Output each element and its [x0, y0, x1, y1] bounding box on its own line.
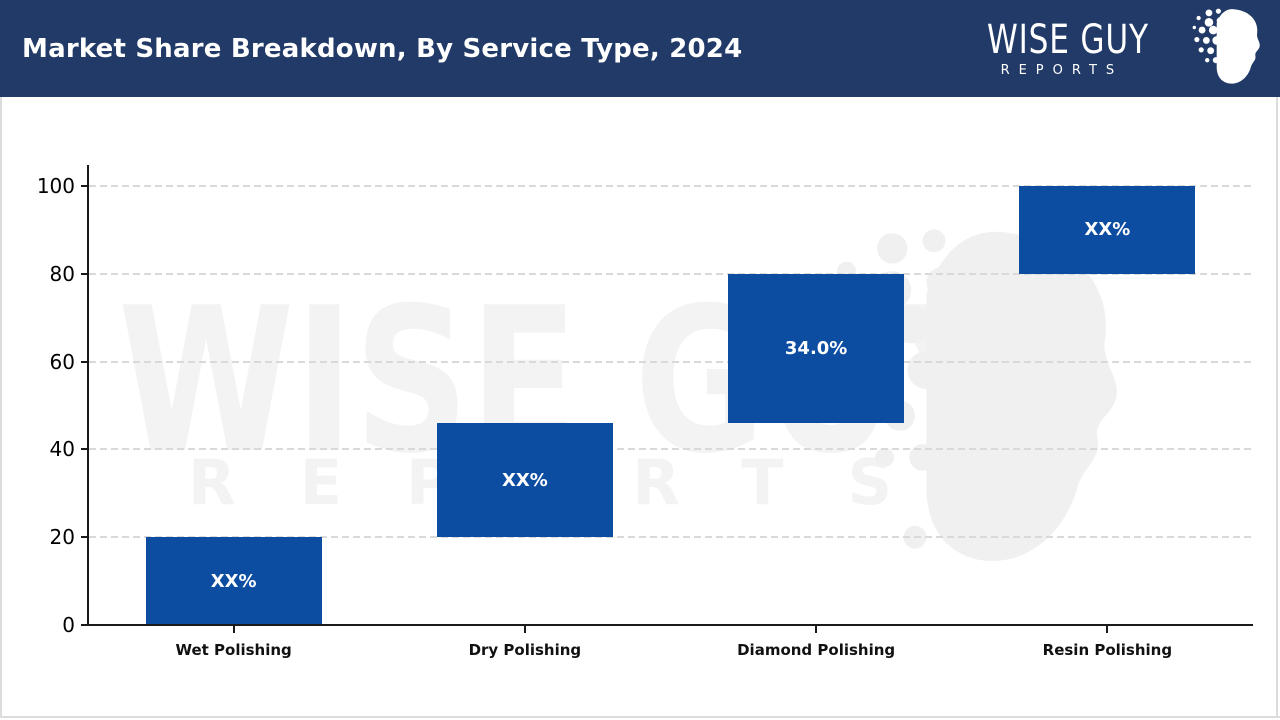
- page-border-right: [1276, 97, 1278, 718]
- y-tick-mark-40: [81, 448, 88, 451]
- y-tick-label-100: 100: [36, 174, 75, 198]
- x-tick-mark-3: [1106, 626, 1109, 633]
- y-tick-label-80: 80: [49, 261, 75, 286]
- bar-value-label: XX%: [210, 570, 257, 592]
- dotted-head-profile-icon: [1192, 8, 1260, 84]
- x-tick-label-1: Dry Polishing: [468, 641, 582, 659]
- x-tick-label-3: Resin Polishing: [1042, 641, 1173, 659]
- y-tick-label-20: 20: [49, 525, 75, 550]
- y-tick-mark-0: [81, 624, 88, 626]
- x-tick-label-0: Wet Polishing: [175, 641, 292, 659]
- x-tick-label-2: Diamond Polishing: [737, 641, 896, 659]
- brand-subname: REPORTS: [1000, 63, 1124, 78]
- x-tick-mark-1: [523, 626, 526, 633]
- gridline-60: [89, 360, 1254, 363]
- brand-logo-text: WISE GUY REPORTS: [987, 20, 1194, 78]
- header-bar: Market Share Breakdown, By Service Type,…: [0, 0, 1280, 97]
- y-tick-label-0: 0: [62, 613, 75, 637]
- bar-value-label: XX%: [501, 469, 548, 491]
- y-tick-label-60: 60: [49, 349, 75, 374]
- y-tick-mark-20: [81, 536, 88, 539]
- gridline-40: [89, 448, 1254, 451]
- gridline-20: [89, 536, 1254, 539]
- y-tick-label-40: 40: [49, 437, 75, 462]
- y-tick-mark-60: [81, 360, 88, 363]
- page-border-bottom: [0, 716, 1280, 718]
- brand-logo: WISE GUY REPORTS: [987, 4, 1266, 94]
- page-border-left: [0, 97, 2, 718]
- y-axis: [87, 165, 89, 626]
- gridline-100: [89, 185, 1254, 187]
- chart-plot-area: 0 20 40 60 80 100 Wet Polishing XX% Dry Polishin…: [0, 97, 1280, 717]
- bar-value-label: 34.0%: [784, 337, 848, 359]
- x-tick-mark-0: [232, 626, 235, 633]
- y-tick-mark-100: [81, 185, 88, 187]
- y-tick-mark-80: [81, 272, 88, 275]
- x-axis: [86, 624, 1253, 626]
- brand-name: WISE GUY: [986, 17, 1149, 63]
- page-title: Market Share Breakdown, By Service Type,…: [22, 33, 743, 64]
- x-tick-mark-2: [815, 626, 818, 633]
- bar-diamond-polishing: 34.0%: [728, 273, 905, 424]
- gridline-80: [89, 272, 1254, 275]
- bar-wet-polishing: XX%: [145, 537, 322, 625]
- bar-resin-polishing: XX%: [1019, 186, 1196, 274]
- bar-value-label: XX%: [1084, 219, 1131, 241]
- bar-dry-polishing: XX%: [436, 423, 613, 538]
